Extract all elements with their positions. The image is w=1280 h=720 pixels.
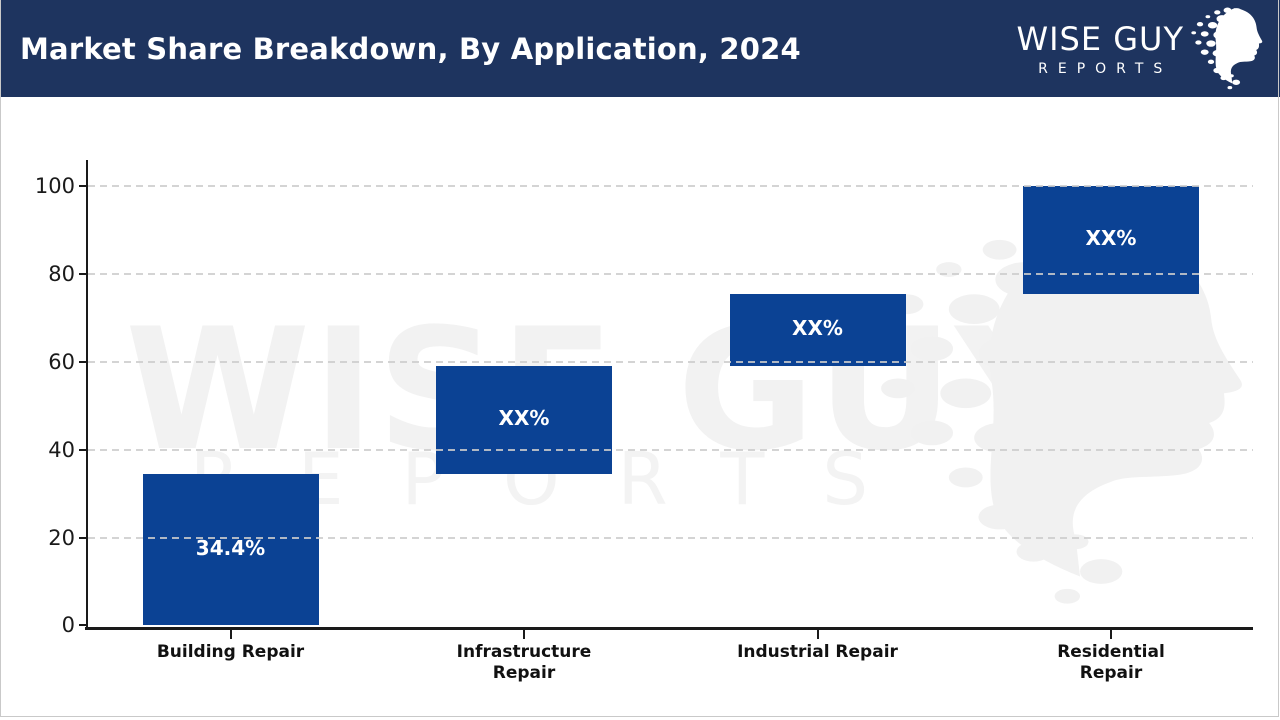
y-tick-label: 0	[61, 613, 75, 638]
y-tick-mark	[79, 536, 88, 539]
y-tick-mark	[79, 448, 88, 451]
y-tick-mark	[79, 273, 88, 276]
y-tick-label: 40	[48, 437, 75, 462]
y-tick-label: 20	[48, 525, 75, 550]
y-tick-mark	[79, 360, 88, 363]
bar-value-label: XX%	[1085, 226, 1137, 250]
waterfall-chart: 0 20 40 60 80 100 34.4% XX% XX% XX% Building Repai…	[0, 97, 1280, 720]
x-tick-mark	[523, 630, 525, 639]
y-tick-mark	[79, 624, 88, 627]
category-label: Residential Repair	[1057, 642, 1165, 683]
page-title: Market Share Breakdown, By Application, …	[20, 31, 801, 66]
gridline-20	[88, 536, 1253, 539]
y-axis	[86, 160, 88, 630]
x-tick-mark	[229, 630, 232, 639]
bar-infrastructure-repair	[436, 366, 612, 475]
bar-building-repair	[142, 474, 319, 626]
logo-head-icon	[1191, 7, 1263, 89]
y-tick-label: 80	[48, 262, 75, 287]
bar-value-label: 34.4%	[195, 535, 266, 560]
bar-value-label: XX%	[498, 406, 550, 431]
category-label: Industrial Repair	[737, 642, 898, 662]
wise-guy-reports-logo: WISE GUY REPORTS	[1016, 0, 1266, 97]
x-tick-mark	[1110, 630, 1112, 639]
x-tick-mark	[816, 630, 819, 639]
gridline-100	[88, 185, 1253, 188]
gridline-40	[88, 448, 1253, 451]
y-tick-label: 100	[34, 174, 75, 199]
y-tick-label: 60	[48, 349, 75, 374]
category-label: Building Repair	[156, 642, 305, 662]
gridline-60	[88, 360, 1253, 363]
logo-brand-text: WISE GUY	[1016, 20, 1184, 58]
y-tick-mark	[79, 185, 88, 188]
header-bar: Market Share Breakdown, By Application, …	[0, 0, 1280, 97]
gridline-80	[88, 273, 1253, 276]
logo-tagline-text: REPORTS	[1038, 61, 1173, 77]
category-label: Infrastructure Repair	[456, 642, 592, 683]
logo-text: WISE GUY REPORTS	[1016, 20, 1184, 77]
bar-value-label: XX%	[792, 316, 843, 341]
x-axis	[85, 627, 1253, 630]
